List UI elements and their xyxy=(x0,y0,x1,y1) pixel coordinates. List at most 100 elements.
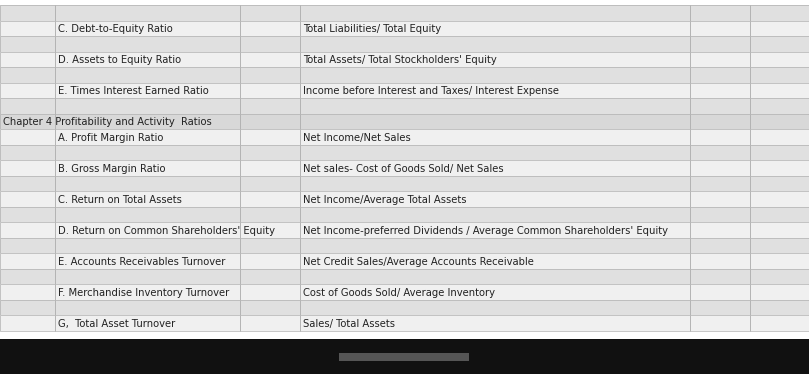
Bar xyxy=(0,160,55,175)
Bar xyxy=(0,339,809,374)
Bar xyxy=(300,98,690,113)
Bar xyxy=(300,300,690,315)
Bar xyxy=(750,175,809,191)
Bar xyxy=(300,52,690,67)
Bar xyxy=(690,206,750,222)
Bar xyxy=(0,98,55,113)
Bar xyxy=(0,206,55,222)
Bar xyxy=(0,315,809,331)
Bar xyxy=(300,21,690,36)
Bar xyxy=(300,253,690,269)
Bar xyxy=(300,36,690,52)
Bar xyxy=(0,52,55,67)
Bar xyxy=(240,269,300,284)
Bar xyxy=(690,253,750,269)
Bar xyxy=(300,5,690,21)
Bar xyxy=(300,83,690,98)
Bar xyxy=(55,83,240,98)
Bar xyxy=(240,113,300,129)
Bar xyxy=(750,129,809,144)
Bar xyxy=(240,237,300,253)
Bar xyxy=(0,36,809,52)
Bar xyxy=(55,284,240,300)
Bar xyxy=(750,144,809,160)
Bar xyxy=(0,36,55,52)
Bar xyxy=(0,52,809,67)
Bar xyxy=(0,144,809,160)
Text: Net Income/Net Sales: Net Income/Net Sales xyxy=(303,133,411,143)
Bar xyxy=(300,160,690,175)
Bar xyxy=(0,284,55,300)
Bar xyxy=(750,269,809,284)
Bar xyxy=(0,284,809,300)
Bar xyxy=(690,113,750,129)
Bar xyxy=(750,300,809,315)
Bar xyxy=(0,222,809,237)
Bar xyxy=(300,315,690,331)
Bar xyxy=(690,83,750,98)
Bar xyxy=(0,21,809,36)
Bar xyxy=(0,21,55,36)
Bar xyxy=(690,300,750,315)
Text: Cost of Goods Sold/ Average Inventory: Cost of Goods Sold/ Average Inventory xyxy=(303,288,495,298)
Bar xyxy=(240,83,300,98)
Bar xyxy=(750,21,809,36)
Bar xyxy=(240,144,300,160)
Bar xyxy=(0,83,809,98)
Bar xyxy=(300,144,690,160)
Text: Income before Interest and Taxes/ Interest Expense: Income before Interest and Taxes/ Intere… xyxy=(303,86,559,96)
Bar xyxy=(300,269,690,284)
Bar xyxy=(690,21,750,36)
Bar xyxy=(750,206,809,222)
Bar xyxy=(690,269,750,284)
Bar xyxy=(750,222,809,237)
Bar xyxy=(690,52,750,67)
Bar xyxy=(0,191,55,206)
Bar xyxy=(300,129,690,144)
Bar xyxy=(750,5,809,21)
Bar xyxy=(0,113,809,129)
Bar xyxy=(240,160,300,175)
Bar xyxy=(240,222,300,237)
Bar xyxy=(690,315,750,331)
Bar xyxy=(55,67,240,83)
Bar xyxy=(0,237,809,253)
Bar xyxy=(0,175,55,191)
Text: C. Debt-to-Equity Ratio: C. Debt-to-Equity Ratio xyxy=(58,24,173,34)
Bar xyxy=(240,315,300,331)
Bar xyxy=(0,253,809,269)
Bar xyxy=(300,284,690,300)
Bar xyxy=(240,175,300,191)
Bar xyxy=(750,237,809,253)
Text: A. Profit Margin Ratio: A. Profit Margin Ratio xyxy=(58,133,163,143)
Bar xyxy=(240,284,300,300)
Bar xyxy=(750,52,809,67)
Bar xyxy=(340,353,469,361)
Bar xyxy=(300,113,690,129)
Bar xyxy=(0,300,55,315)
Bar xyxy=(0,269,55,284)
Bar xyxy=(55,300,240,315)
Bar xyxy=(0,113,55,129)
Bar xyxy=(690,5,750,21)
Bar xyxy=(55,315,240,331)
Bar xyxy=(0,191,809,206)
Bar xyxy=(750,284,809,300)
Bar xyxy=(0,129,55,144)
Bar xyxy=(0,129,809,144)
Text: Total Liabilities/ Total Equity: Total Liabilities/ Total Equity xyxy=(303,24,441,34)
Bar xyxy=(55,206,240,222)
Text: Net sales- Cost of Goods Sold/ Net Sales: Net sales- Cost of Goods Sold/ Net Sales xyxy=(303,164,504,174)
Text: D. Return on Common Shareholders' Equity: D. Return on Common Shareholders' Equity xyxy=(58,226,275,236)
Text: Net Income/Average Total Assets: Net Income/Average Total Assets xyxy=(303,195,467,205)
Text: Sales/ Total Assets: Sales/ Total Assets xyxy=(303,319,395,329)
Bar xyxy=(240,129,300,144)
Bar xyxy=(240,98,300,113)
Bar xyxy=(750,83,809,98)
Bar xyxy=(750,113,809,129)
Bar xyxy=(0,269,809,284)
Bar xyxy=(0,237,55,253)
Text: Chapter 4 Profitability and Activity  Ratios: Chapter 4 Profitability and Activity Rat… xyxy=(3,117,212,128)
Bar xyxy=(690,129,750,144)
Bar xyxy=(240,52,300,67)
